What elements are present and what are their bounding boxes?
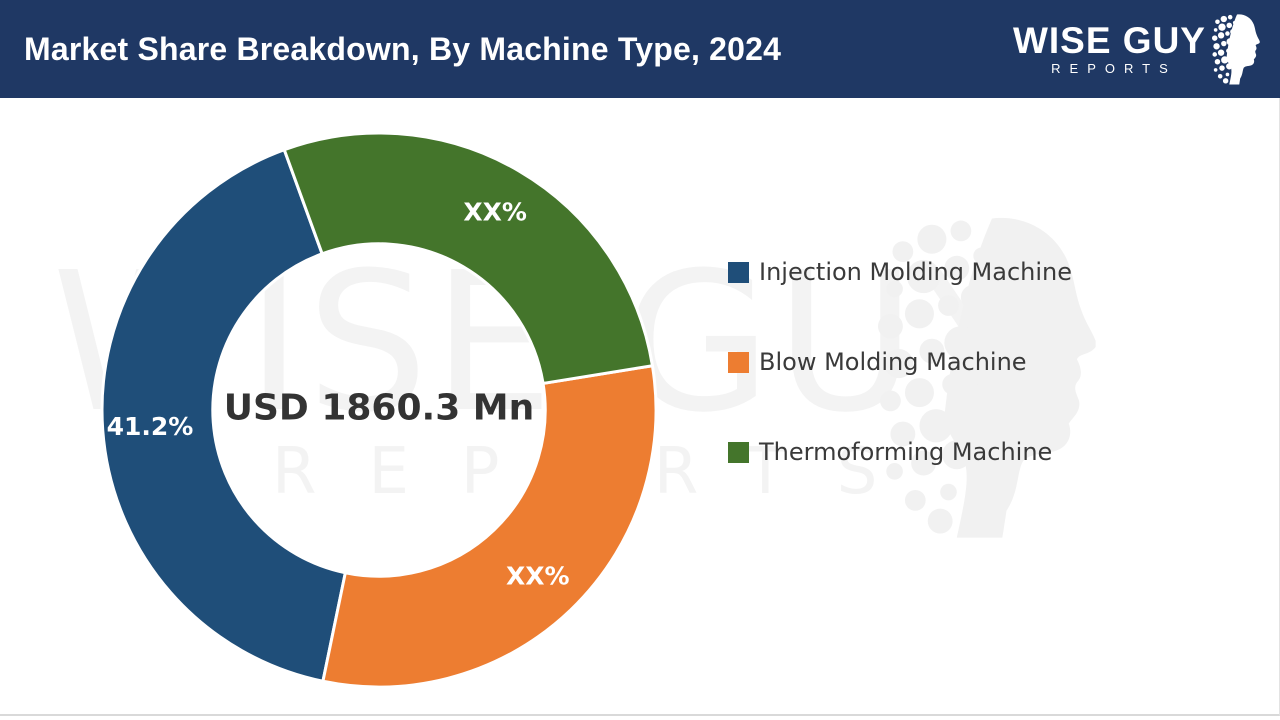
donut-segment (282, 131, 654, 385)
segment-percent-label: XX% (463, 197, 527, 226)
header-bar: Market Share Breakdown, By Machine Type,… (0, 0, 1280, 98)
segment-percent-label: XX% (506, 561, 570, 590)
page-title: Market Share Breakdown, By Machine Type,… (24, 30, 782, 67)
chart-area: WISE GUY REPORTS 41.2%XX%XX% USD 1860.3 … (0, 98, 1280, 716)
legend-swatch-icon (728, 351, 749, 373)
logo-wordmark: WISE GUY REPORTS (1012, 20, 1206, 76)
legend-swatch-icon (728, 441, 749, 463)
donut-segment (100, 148, 347, 683)
legend-label: Thermoforming Machine (759, 438, 1053, 466)
logo-reports-text: REPORTS (1051, 60, 1177, 76)
donut-segment (321, 364, 658, 689)
legend-swatch-icon (728, 261, 749, 283)
legend-item-injection-molding: Injection Molding Machine (728, 250, 1072, 294)
chart-legend: Injection Molding Machine Blow Molding M… (728, 250, 1072, 520)
donut-center-value: USD 1860.3 Mn (223, 387, 535, 429)
legend-label: Injection Molding Machine (759, 258, 1073, 286)
donut-chart: 41.2% XX% XX% (100, 131, 658, 689)
logo-wise-guy-text: WISE GUY (1012, 20, 1206, 62)
wise-guy-reports-logo: WISE GUY REPORTS (1013, 12, 1262, 86)
segment-percent-label: 41.2% (107, 412, 194, 441)
legend-item-thermoforming: Thermoforming Machine (728, 430, 1072, 474)
legend-item-blow-molding: Blow Molding Machine (728, 340, 1072, 384)
logo-face-icon (1212, 12, 1262, 86)
legend-label: Blow Molding Machine (759, 348, 1027, 376)
